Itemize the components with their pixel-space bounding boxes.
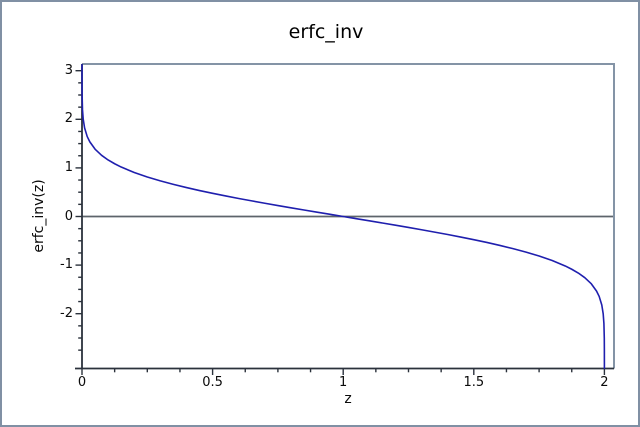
y-tick-label: 3 <box>64 62 73 78</box>
y-axis-label: erfc_inv(z) <box>31 179 47 253</box>
x-tick-label: 1 <box>339 375 348 390</box>
plot-frame <box>82 63 615 369</box>
x-tick-label: 2 <box>600 375 609 390</box>
erfc-inv-curve <box>81 63 606 370</box>
y-tick-label: -2 <box>60 305 73 321</box>
x-tick-label: 0.5 <box>202 375 223 390</box>
chart-title: erfc_inv <box>288 21 364 43</box>
y-tick-label: 2 <box>64 111 73 127</box>
y-tick-label: -1 <box>60 257 73 273</box>
y-tick-label: 0 <box>64 208 73 224</box>
y-tick-label: 1 <box>64 159 73 175</box>
x-axis-label: z <box>344 391 352 407</box>
x-tick-label: 1.5 <box>463 375 485 390</box>
x-tick-label: 0 <box>77 375 87 390</box>
